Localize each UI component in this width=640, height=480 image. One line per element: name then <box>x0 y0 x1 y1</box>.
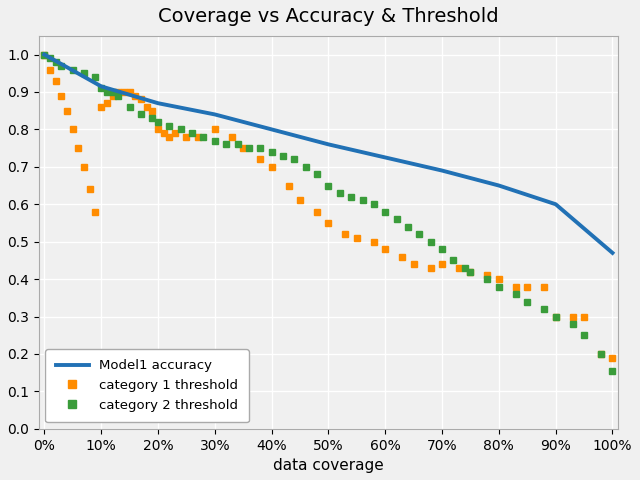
category 1 threshold <box>97 104 105 110</box>
Line: Model1 accuracy: Model1 accuracy <box>44 55 612 253</box>
Model1 accuracy <box>211 111 219 117</box>
Model1 accuracy <box>495 183 502 189</box>
Model1 accuracy <box>609 250 616 256</box>
Legend: Model1 accuracy, category 1 threshold, category 2 threshold: Model1 accuracy, category 1 threshold, c… <box>45 349 249 422</box>
category 2 threshold <box>40 52 48 58</box>
category 1 threshold <box>75 145 83 151</box>
category 2 threshold <box>336 190 344 196</box>
Model1 accuracy <box>154 100 162 106</box>
Title: Coverage vs Accuracy & Threshold: Coverage vs Accuracy & Threshold <box>158 7 499 26</box>
category 1 threshold <box>154 127 162 132</box>
X-axis label: data coverage: data coverage <box>273 458 384 473</box>
Model1 accuracy <box>268 127 275 132</box>
Model1 accuracy <box>97 84 105 89</box>
Model1 accuracy <box>40 52 48 58</box>
Model1 accuracy <box>552 201 559 207</box>
category 2 threshold <box>154 119 162 125</box>
category 2 threshold <box>449 257 457 263</box>
Model1 accuracy <box>324 142 332 147</box>
category 1 threshold <box>40 52 48 58</box>
Model1 accuracy <box>381 155 389 160</box>
Line: category 2 threshold: category 2 threshold <box>41 51 616 374</box>
category 1 threshold <box>597 351 605 357</box>
Model1 accuracy <box>438 168 446 173</box>
category 1 threshold <box>609 355 616 360</box>
category 2 threshold <box>524 299 531 304</box>
category 2 threshold <box>348 194 355 200</box>
category 2 threshold <box>370 201 378 207</box>
category 1 threshold <box>115 89 122 95</box>
Line: category 1 threshold: category 1 threshold <box>41 51 616 361</box>
category 1 threshold <box>524 284 531 289</box>
category 2 threshold <box>609 368 616 373</box>
